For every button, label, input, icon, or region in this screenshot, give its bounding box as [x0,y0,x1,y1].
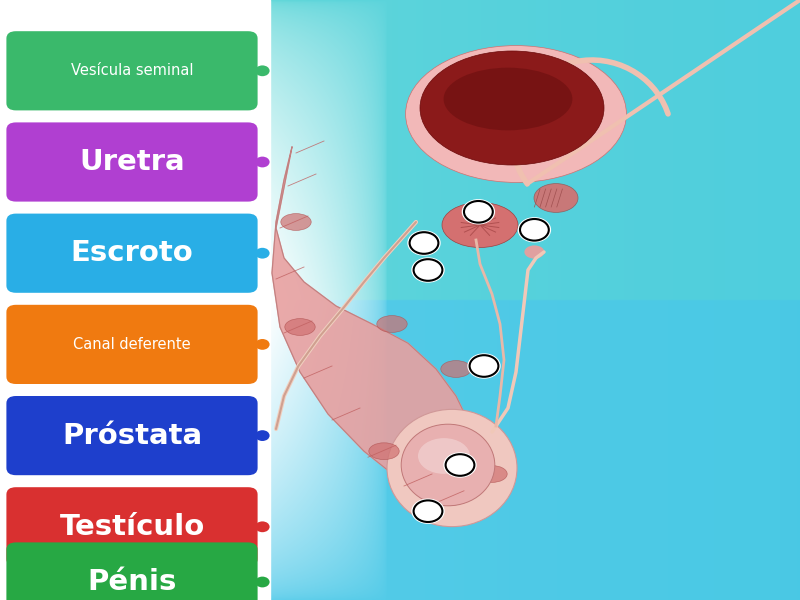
Circle shape [414,259,442,281]
FancyBboxPatch shape [6,542,258,600]
Text: Vesícula seminal: Vesícula seminal [70,63,194,78]
Ellipse shape [420,51,604,165]
Circle shape [255,577,270,587]
Circle shape [446,454,474,476]
Ellipse shape [441,361,471,377]
Ellipse shape [387,409,517,527]
FancyBboxPatch shape [6,122,258,202]
FancyBboxPatch shape [6,214,258,293]
Circle shape [412,499,444,523]
Ellipse shape [377,316,407,332]
Ellipse shape [285,319,315,335]
FancyBboxPatch shape [6,487,258,566]
FancyBboxPatch shape [6,305,258,384]
Ellipse shape [477,466,507,482]
Circle shape [414,500,442,522]
Circle shape [444,453,476,477]
Ellipse shape [437,488,467,505]
Circle shape [410,232,438,254]
FancyBboxPatch shape [6,396,258,475]
Circle shape [470,355,498,377]
Ellipse shape [369,443,399,460]
Ellipse shape [525,245,544,259]
Circle shape [408,231,440,255]
Text: Pénis: Pénis [87,568,177,596]
Ellipse shape [401,424,494,506]
Circle shape [255,339,270,350]
FancyBboxPatch shape [6,31,258,110]
Circle shape [255,157,270,167]
Circle shape [255,248,270,259]
Circle shape [518,218,550,242]
Ellipse shape [281,214,311,230]
Circle shape [255,521,270,532]
Text: Uretra: Uretra [79,148,185,176]
Ellipse shape [406,46,626,182]
Text: Próstata: Próstata [62,422,202,449]
Circle shape [464,201,493,223]
Circle shape [520,219,549,241]
Circle shape [255,65,270,76]
Text: Canal deferente: Canal deferente [73,337,191,352]
Circle shape [462,200,494,224]
Circle shape [468,354,500,378]
Ellipse shape [534,184,578,212]
Text: Escroto: Escroto [70,239,194,267]
Ellipse shape [418,438,470,474]
Polygon shape [272,147,472,501]
Circle shape [412,258,444,282]
Text: Testículo: Testículo [59,513,205,541]
Ellipse shape [443,68,573,130]
Ellipse shape [442,202,518,247]
Circle shape [255,430,270,441]
